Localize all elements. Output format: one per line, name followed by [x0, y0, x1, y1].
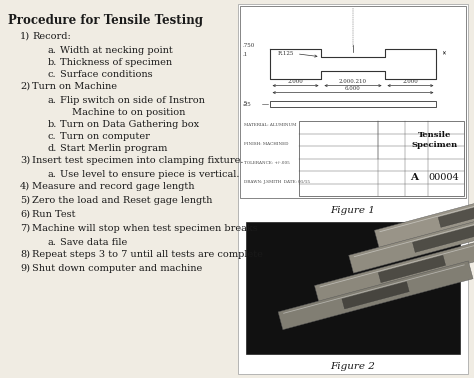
- Text: 4): 4): [20, 182, 30, 191]
- Text: Repeat steps 3 to 7 until all tests are complete: Repeat steps 3 to 7 until all tests are …: [32, 250, 263, 259]
- Bar: [246, 222, 460, 354]
- Polygon shape: [349, 204, 474, 273]
- Text: 1): 1): [20, 32, 30, 41]
- Text: R.125: R.125: [278, 51, 294, 56]
- Text: 6.000: 6.000: [345, 86, 361, 91]
- Text: Flip switch on side of Instron: Flip switch on side of Instron: [60, 96, 205, 105]
- Text: Figure 2: Figure 2: [330, 362, 375, 371]
- Text: 2.000: 2.000: [402, 79, 419, 84]
- Text: .1: .1: [242, 52, 247, 57]
- Polygon shape: [314, 235, 474, 304]
- Polygon shape: [374, 179, 474, 248]
- Text: Surface conditions: Surface conditions: [60, 70, 153, 79]
- Bar: [299, 121, 464, 197]
- Text: Start Merlin program: Start Merlin program: [60, 144, 167, 153]
- Text: FINISH: MACHINED: FINISH: MACHINED: [244, 142, 288, 146]
- Text: .750: .750: [242, 43, 254, 48]
- Bar: [240, 6, 466, 198]
- Polygon shape: [378, 256, 446, 283]
- Text: 8): 8): [20, 250, 30, 259]
- Text: A: A: [410, 173, 419, 182]
- Text: a.: a.: [48, 46, 57, 55]
- Text: a.: a.: [48, 96, 57, 105]
- Text: Use level to ensure piece is vertical.: Use level to ensure piece is vertical.: [60, 170, 239, 179]
- Text: Save data file: Save data file: [60, 238, 127, 247]
- Text: d.: d.: [48, 144, 57, 153]
- Text: 00004: 00004: [429, 173, 460, 182]
- Text: 9): 9): [20, 264, 30, 273]
- Text: Procedure for Tensile Testing: Procedure for Tensile Testing: [8, 14, 203, 27]
- Text: 5): 5): [20, 196, 30, 205]
- Text: Machine to on position: Machine to on position: [72, 108, 185, 117]
- Text: 6): 6): [20, 210, 30, 219]
- Text: Turn on Machine: Turn on Machine: [32, 82, 117, 91]
- Text: 2.000: 2.000: [288, 79, 303, 84]
- Text: Run Test: Run Test: [32, 210, 75, 219]
- Polygon shape: [438, 200, 474, 227]
- Text: b.: b.: [48, 58, 57, 67]
- Text: 3): 3): [20, 156, 30, 165]
- Text: c.: c.: [48, 132, 56, 141]
- Polygon shape: [278, 261, 473, 330]
- Text: 2): 2): [20, 82, 30, 91]
- Text: a.: a.: [48, 170, 57, 179]
- Text: Width at necking point: Width at necking point: [60, 46, 173, 55]
- Text: MATERIAL: ALUMINUM: MATERIAL: ALUMINUM: [244, 124, 296, 127]
- Text: DRAWN: J.SMITH  DATE: 01/15: DRAWN: J.SMITH DATE: 01/15: [244, 180, 310, 184]
- Polygon shape: [412, 225, 474, 253]
- Text: 2.000.210: 2.000.210: [339, 79, 367, 84]
- Text: Machine will stop when test specimen breaks: Machine will stop when test specimen bre…: [32, 224, 258, 233]
- Bar: [270, 101, 437, 107]
- Text: a.: a.: [48, 238, 57, 247]
- Text: Record:: Record:: [32, 32, 71, 41]
- Text: Turn on Data Gathering box: Turn on Data Gathering box: [60, 120, 199, 129]
- Text: Turn on computer: Turn on computer: [60, 132, 150, 141]
- Text: Measure and record gage length: Measure and record gage length: [32, 182, 194, 191]
- Text: 7): 7): [20, 224, 30, 233]
- Text: c.: c.: [48, 70, 56, 79]
- Text: Zero the load and Reset gage length: Zero the load and Reset gage length: [32, 196, 212, 205]
- Text: Thickness of specimen: Thickness of specimen: [60, 58, 172, 67]
- Text: .25: .25: [242, 102, 251, 107]
- Text: Insert test specimen into clamping fixture.: Insert test specimen into clamping fixtu…: [32, 156, 244, 165]
- Text: .5: .5: [242, 101, 247, 105]
- Text: b.: b.: [48, 120, 57, 129]
- Text: TOLERANCE: +/-.005: TOLERANCE: +/-.005: [244, 161, 290, 165]
- Polygon shape: [342, 282, 409, 309]
- Text: Shut down computer and machine: Shut down computer and machine: [32, 264, 202, 273]
- Text: Figure 1: Figure 1: [330, 206, 375, 215]
- Text: Tensile
Specimen: Tensile Specimen: [411, 131, 457, 149]
- Bar: [238, 4, 468, 374]
